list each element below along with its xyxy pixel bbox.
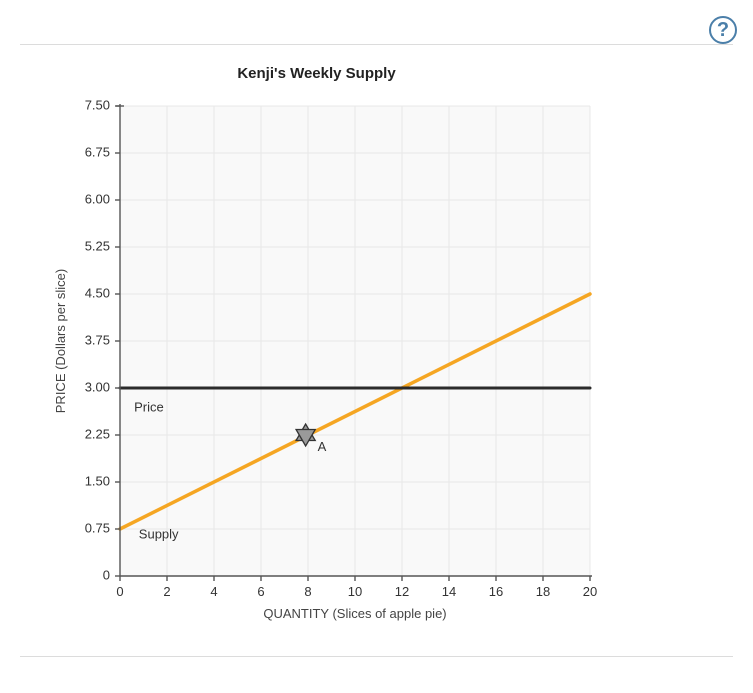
y-tick-label: 3.75 — [85, 332, 110, 347]
x-axis-label: QUANTITY (Slices of apple pie) — [263, 606, 446, 621]
chart-container: Supply Price 0 0.75 1.50 2.25 3.00 3.75 4.50 5.25… — [30, 96, 670, 636]
help-button[interactable]: ? — [709, 16, 737, 44]
y-tick-label: 0 — [103, 567, 110, 582]
help-icon: ? — [717, 19, 729, 41]
x-tick-label: 4 — [210, 584, 217, 599]
y-tick-label: 1.50 — [85, 473, 110, 488]
x-tick-label: 18 — [536, 584, 550, 599]
page-root: ? Kenji's Weekly Supply Supply Price 0 0.75… — [0, 0, 753, 693]
y-tick-label: 3.00 — [85, 379, 110, 394]
y-tick-label: 5.25 — [85, 238, 110, 253]
x-tick-label: 8 — [304, 584, 311, 599]
x-tick-label: 16 — [489, 584, 503, 599]
marker-a-label: A — [318, 439, 327, 454]
x-tick-label: 14 — [442, 584, 456, 599]
x-tick-label: 20 — [583, 584, 597, 599]
chart-title: Kenji's Weekly Supply — [20, 65, 733, 82]
x-tick-label: 6 — [257, 584, 264, 599]
y-tick-label: 7.50 — [85, 97, 110, 112]
chart-panel: Kenji's Weekly Supply Supply Price 0 0.75 1.… — [20, 44, 733, 657]
y-tick-label: 4.50 — [85, 285, 110, 300]
y-axis-label: PRICE (Dollars per slice) — [53, 269, 68, 413]
y-tick-label: 2.25 — [85, 426, 110, 441]
y-tick-label: 6.75 — [85, 144, 110, 159]
x-tick-label: 0 — [116, 584, 123, 599]
x-tick-label: 12 — [395, 584, 409, 599]
price-label: Price — [134, 399, 164, 414]
x-tick-label: 10 — [348, 584, 362, 599]
supply-chart: Supply Price 0 0.75 1.50 2.25 3.00 3.75 4.50 5.25… — [30, 96, 670, 636]
x-tick-label: 2 — [163, 584, 170, 599]
y-tick-label: 6.00 — [85, 191, 110, 206]
supply-label: Supply — [139, 527, 179, 542]
y-tick-label: 0.75 — [85, 520, 110, 535]
